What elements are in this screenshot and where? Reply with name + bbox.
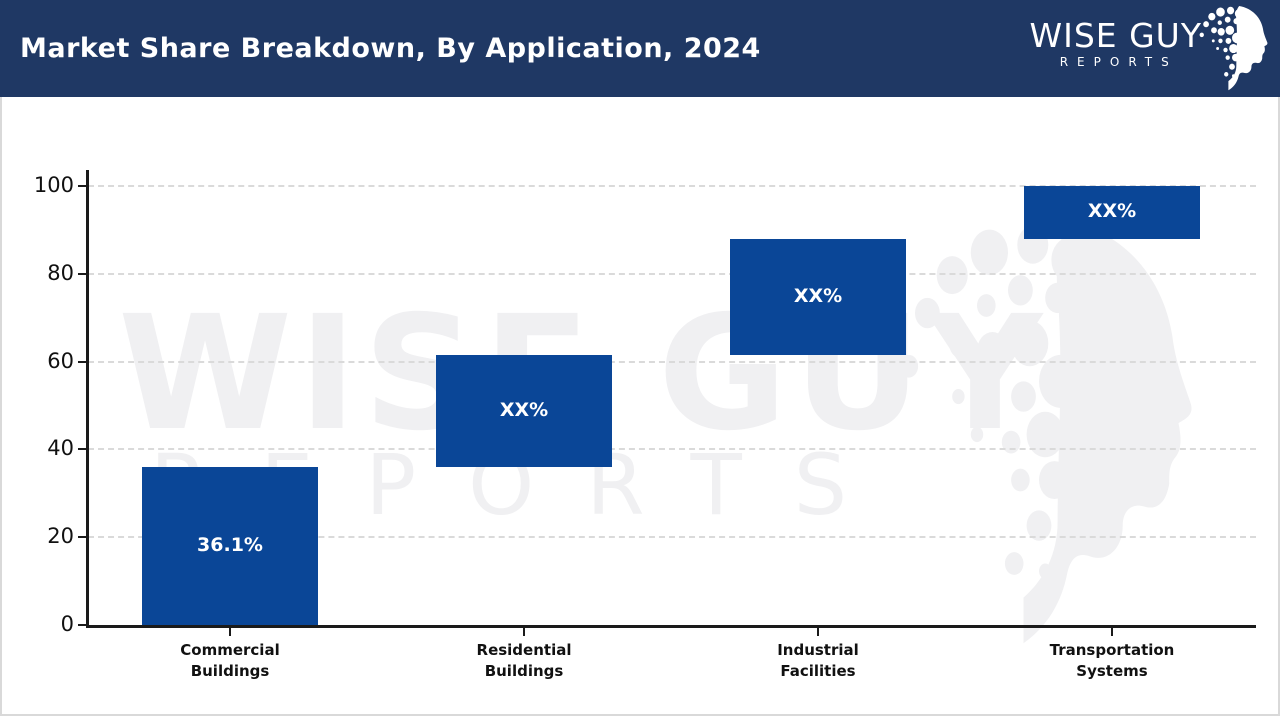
y-gridline xyxy=(88,536,1256,539)
y-tick-label: 60 xyxy=(47,348,74,373)
y-tick-label: 0 xyxy=(60,612,74,636)
logo-face-icon xyxy=(1199,6,1268,91)
x-category-label: Residential Buildings xyxy=(476,641,572,680)
y-tick-label: 100 xyxy=(33,173,74,197)
x-axis-tick xyxy=(523,627,525,636)
x-category-label: Industrial Facilities xyxy=(777,641,859,680)
logo-wordmark: WISE GUY xyxy=(1029,16,1202,55)
x-axis-tick xyxy=(229,627,231,636)
page-title: Market Share Breakdown, By Application, … xyxy=(20,33,761,64)
bar-segment xyxy=(1024,186,1200,239)
x-axis-line xyxy=(86,625,1256,628)
x-axis-tick xyxy=(1111,627,1113,636)
bar-value-label: XX% xyxy=(1087,200,1137,223)
y-axis-tick xyxy=(78,448,88,451)
y-axis-line xyxy=(86,170,89,628)
bar-segment xyxy=(730,238,906,355)
bar-value-label: 36.1% xyxy=(197,533,263,556)
y-axis-tick xyxy=(78,272,88,275)
y-gridline xyxy=(88,185,1256,187)
bar-segment xyxy=(142,466,318,625)
x-category-label: Transportation Systems xyxy=(1049,641,1175,680)
y-axis-tick xyxy=(78,624,88,626)
y-gridline xyxy=(88,272,1256,275)
x-category-label: Commercial Buildings xyxy=(180,641,280,680)
page-border-bottom xyxy=(0,714,1280,716)
header-bar: Market Share Breakdown, By Application, … xyxy=(0,0,1280,97)
bar-value-label: XX% xyxy=(499,398,549,421)
bar-segment xyxy=(436,355,612,467)
brand-logo: WISE GUY REPORTS xyxy=(1020,0,1270,97)
logo-subtitle: REPORTS xyxy=(1059,55,1178,69)
page-border-left xyxy=(0,97,2,716)
y-gridline xyxy=(88,448,1256,451)
x-axis-tick xyxy=(817,627,819,636)
watermark-face-icon xyxy=(899,222,1192,644)
logo-text: WISE GUY REPORTS xyxy=(1029,16,1202,70)
y-axis-tick xyxy=(78,185,88,187)
y-axis-tick xyxy=(78,360,88,363)
page-border-right xyxy=(1278,97,1280,716)
y-gridline xyxy=(88,360,1256,363)
y-axis-tick xyxy=(78,536,88,539)
y-tick-label: 80 xyxy=(47,260,74,285)
bar-value-label: XX% xyxy=(793,284,843,307)
y-tick-label: 20 xyxy=(47,524,74,549)
y-tick-label: 40 xyxy=(47,436,74,461)
